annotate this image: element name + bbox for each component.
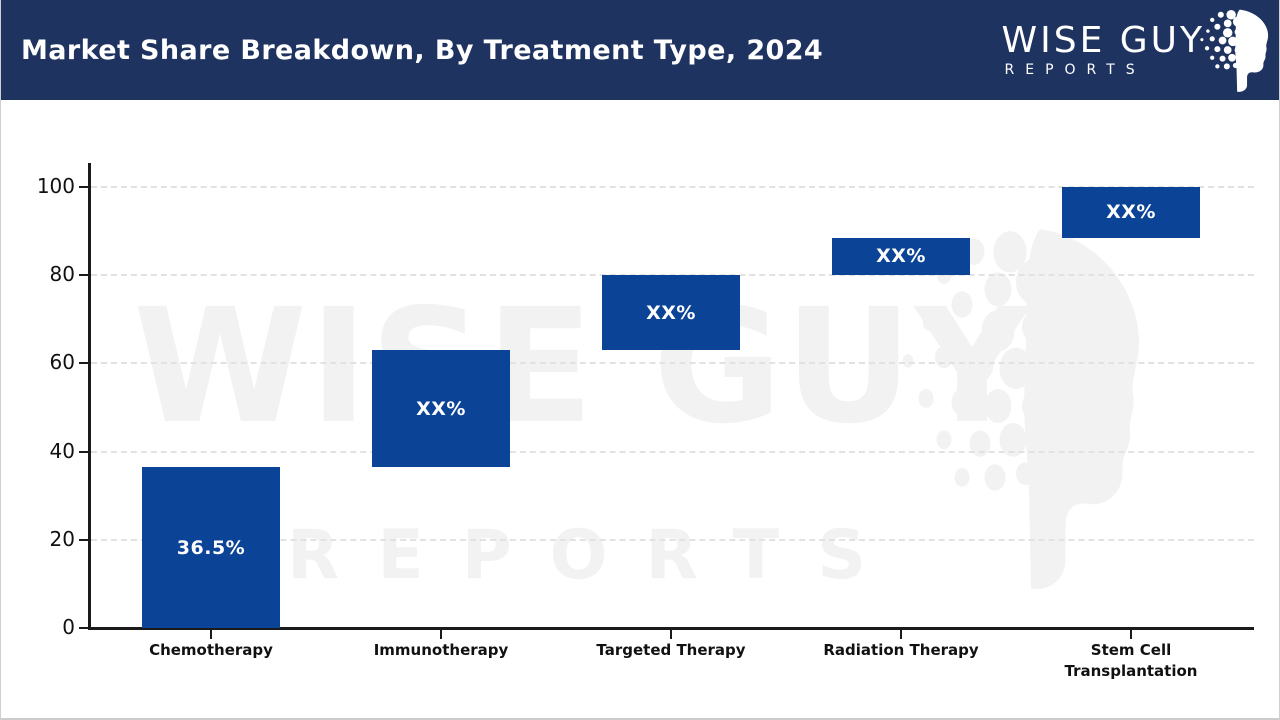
bar-value-label-targeted-therapy: XX% xyxy=(646,301,696,324)
wiseguy-logo: WISE GUY REPORTS xyxy=(1002,7,1276,93)
y-tick-0 xyxy=(79,627,89,629)
gridline-100 xyxy=(91,186,1254,188)
x-tick-immunotherapy xyxy=(440,630,442,639)
x-tick-label-radiation-therapy: Radiation Therapy xyxy=(823,641,979,659)
y-tick-label-60: 60 xyxy=(49,350,75,375)
bar-value-label-stem-cell-transplantation: XX% xyxy=(1106,201,1156,224)
dotted-head-logo-icon xyxy=(1200,9,1269,92)
x-axis-line xyxy=(88,627,1254,630)
x-tick-label-targeted-therapy: Targeted Therapy xyxy=(596,641,746,659)
watermark-wordmark: WISE GUY xyxy=(133,275,1032,459)
y-tick-label-0: 0 xyxy=(62,615,75,639)
y-tick-60 xyxy=(79,362,89,365)
y-axis-line xyxy=(88,163,91,630)
bar-value-label-immunotherapy: XX% xyxy=(416,397,466,420)
gridline-20 xyxy=(91,538,1254,541)
bar-chemotherapy: 36.5% xyxy=(142,467,280,628)
y-tick-label-20: 20 xyxy=(49,526,75,551)
y-tick-80 xyxy=(79,274,89,277)
bar-stem-cell-transplantation: XX% xyxy=(1062,187,1200,238)
x-tick-stem-cell-transplantation xyxy=(1130,630,1132,639)
logo-text: WISE GUY REPORTS xyxy=(1001,19,1206,78)
header-band: Market Share Breakdown, By Treatment Typ… xyxy=(1,0,1279,100)
x-tick-chemotherapy xyxy=(210,630,212,639)
bar-immunotherapy: XX% xyxy=(372,350,510,468)
x-tick-targeted-therapy xyxy=(670,630,672,639)
bar-radiation-therapy: XX% xyxy=(832,237,970,276)
y-tick-label-80: 80 xyxy=(49,262,75,287)
gridline-60 xyxy=(91,362,1254,365)
y-tick-label-100: 100 xyxy=(36,174,75,198)
logo-subtitle: REPORTS xyxy=(1004,61,1146,78)
logo-wordmark: WISE GUY xyxy=(1001,19,1205,61)
bar-targeted-therapy: XX% xyxy=(602,275,740,351)
y-tick-100 xyxy=(79,186,89,188)
x-tick-label-stem-cell-transplantation: Stem Cell Transplantation xyxy=(1064,641,1198,680)
bar-value-label-radiation-therapy: XX% xyxy=(876,245,926,268)
y-tick-40 xyxy=(79,450,89,453)
y-tick-20 xyxy=(79,538,89,541)
x-tick-label-immunotherapy: Immunotherapy xyxy=(373,641,509,659)
page-title: Market Share Breakdown, By Treatment Typ… xyxy=(21,34,824,66)
x-tick-radiation-therapy xyxy=(900,630,902,639)
bar-value-label-chemotherapy: 36.5% xyxy=(176,536,246,559)
watermark-subtitle: REPORTS xyxy=(287,516,905,595)
gridline-40 xyxy=(91,450,1254,453)
x-tick-label-chemotherapy: Chemotherapy xyxy=(149,641,273,659)
y-tick-label-40: 40 xyxy=(49,438,75,463)
